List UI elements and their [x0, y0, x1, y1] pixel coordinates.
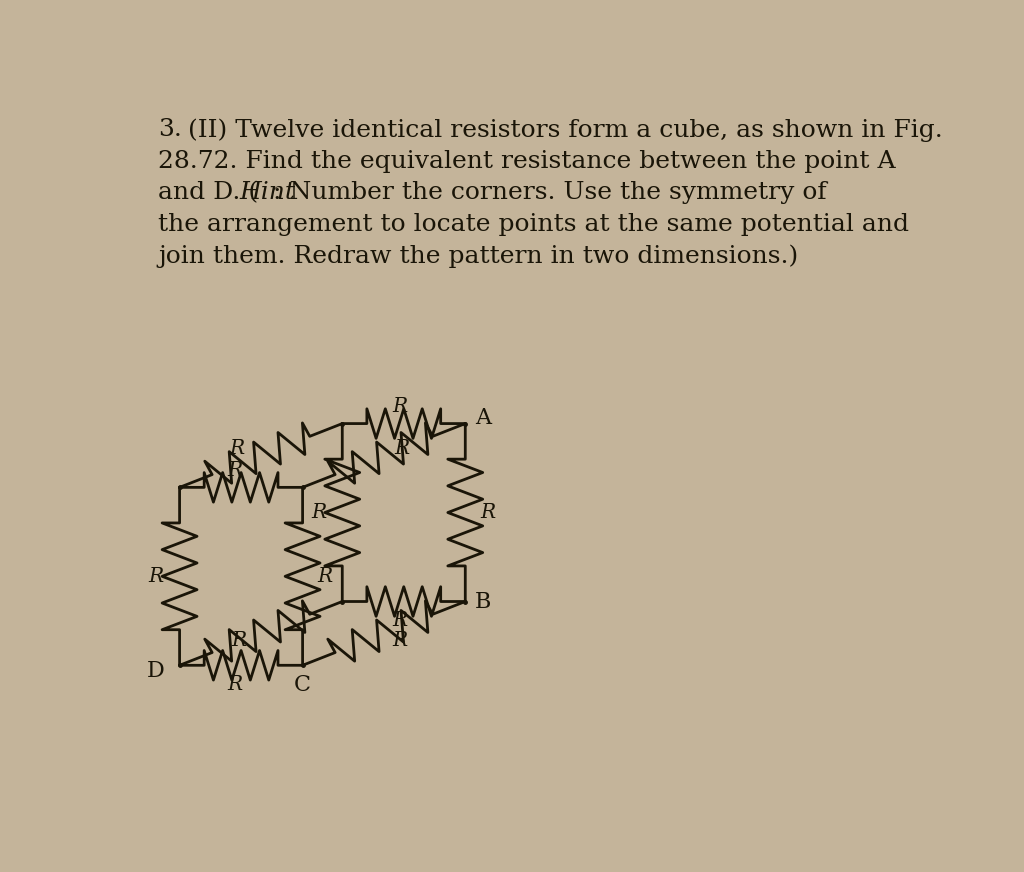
Text: R: R — [227, 675, 243, 693]
Text: R: R — [231, 630, 246, 650]
Text: (II) Twelve identical resistors form a cube, as shown in Fig.: (II) Twelve identical resistors form a c… — [187, 118, 942, 141]
Text: join them. Redraw the pattern in two dimensions.): join them. Redraw the pattern in two dim… — [158, 244, 799, 268]
Text: R: R — [392, 610, 408, 630]
Text: and D. (: and D. ( — [158, 181, 258, 204]
Text: D: D — [146, 659, 165, 682]
Text: R: R — [392, 630, 408, 650]
Text: R: R — [480, 503, 495, 522]
Text: B: B — [474, 590, 490, 612]
Text: R: R — [311, 503, 326, 522]
Text: R: R — [394, 439, 409, 459]
Text: R: R — [317, 567, 333, 586]
Text: A: A — [475, 407, 490, 429]
Text: R: R — [392, 398, 408, 416]
Text: : Number the corners. Use the symmetry of: : Number the corners. Use the symmetry o… — [273, 181, 826, 204]
Text: 28.72. Find the equivalent resistance between the point A: 28.72. Find the equivalent resistance be… — [158, 150, 896, 173]
Text: the arrangement to locate points at the same potential and: the arrangement to locate points at the … — [158, 213, 909, 235]
Text: R: R — [148, 567, 164, 586]
Text: R: R — [227, 461, 243, 480]
Text: 3.: 3. — [158, 118, 182, 141]
Text: C: C — [294, 674, 311, 697]
Text: Hint: Hint — [240, 181, 295, 204]
Text: R: R — [229, 439, 245, 459]
